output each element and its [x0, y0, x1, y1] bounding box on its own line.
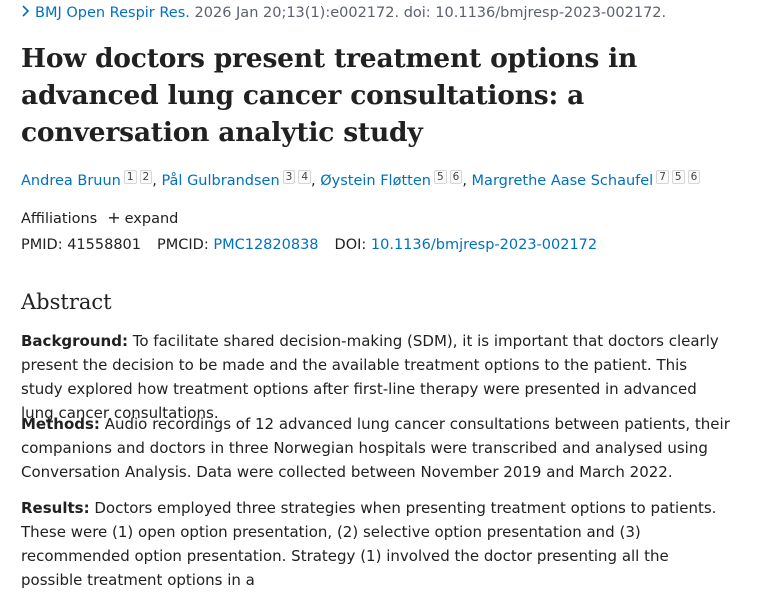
author-list: Andrea Bruun 1 2, Pål Gulbrandsen 3 4, Øyste…	[21, 170, 701, 191]
affiliation-ref[interactable]: 6	[449, 170, 463, 184]
background-text: To facilitate shared decision-making (SD…	[21, 332, 719, 422]
doi-link[interactable]: 10.1136/bmjresp-2023-002172	[370, 237, 598, 253]
doi-label: DOI:	[334, 237, 367, 253]
citation-details: 2026 Jan 20;13(1):e002172. doi: 10.1136/…	[189, 5, 667, 21]
affiliation-ref[interactable]: 4	[298, 170, 312, 184]
author-link[interactable]: Øystein Fløtten	[320, 173, 431, 189]
pmcid-label: PMCID:	[157, 237, 209, 253]
plus-icon: +	[107, 208, 121, 227]
results-label: Results:	[21, 499, 90, 517]
citation-line: BMJ Open Respir Res. 2026 Jan 20;13(1):e…	[21, 4, 666, 22]
affiliation-ref[interactable]: 5	[433, 170, 447, 184]
affiliation-ref[interactable]: 6	[687, 170, 701, 184]
author-separator: ,	[152, 173, 162, 189]
affiliation-ref[interactable]: 7	[656, 170, 669, 184]
expand-label: expand	[124, 211, 179, 227]
background-label: Background:	[21, 332, 128, 350]
pmid-value: 41558801	[67, 237, 142, 253]
pmid-label: PMID:	[21, 237, 63, 253]
results-text: Doctors employed three strategies when p…	[21, 499, 717, 589]
pmcid-link[interactable]: PMC12820838	[213, 237, 319, 253]
abstract-methods: Methods: Audio recordings of 12 advanced…	[21, 412, 733, 484]
affiliations-label: Affiliations	[21, 211, 98, 227]
journal-link[interactable]: BMJ Open Respir Res.	[35, 5, 190, 21]
abstract-background: Background: To facilitate shared decisio…	[21, 329, 733, 425]
affiliation-ref[interactable]: 5	[671, 170, 685, 184]
identifier-line: PMID: 41558801 PMCID: PMC12820838 DOI: 10.…	[21, 235, 597, 255]
article-title: How doctors present treatment options in…	[21, 43, 638, 148]
methods-text: Audio recordings of 12 advanced lung can…	[21, 415, 730, 481]
author-link[interactable]: Margrethe Aase Schaufel	[471, 173, 654, 189]
affiliation-ref[interactable]: 1	[123, 170, 137, 184]
chevron-right-icon[interactable]	[21, 4, 35, 22]
affiliation-ref[interactable]: 2	[139, 170, 153, 184]
methods-label: Methods:	[21, 415, 100, 433]
abstract-results: Results: Doctors employed three strategi…	[21, 496, 733, 592]
affiliation-ref[interactable]: 3	[282, 170, 296, 184]
abstract-heading: Abstract	[21, 290, 112, 314]
author-link[interactable]: Pål Gulbrandsen	[161, 173, 280, 189]
author-link[interactable]: Andrea Bruun	[21, 173, 121, 189]
affiliations-toggle[interactable]: Affiliations + expand	[21, 208, 178, 229]
author-separator: ,	[462, 173, 472, 189]
author-separator: ,	[311, 173, 321, 189]
